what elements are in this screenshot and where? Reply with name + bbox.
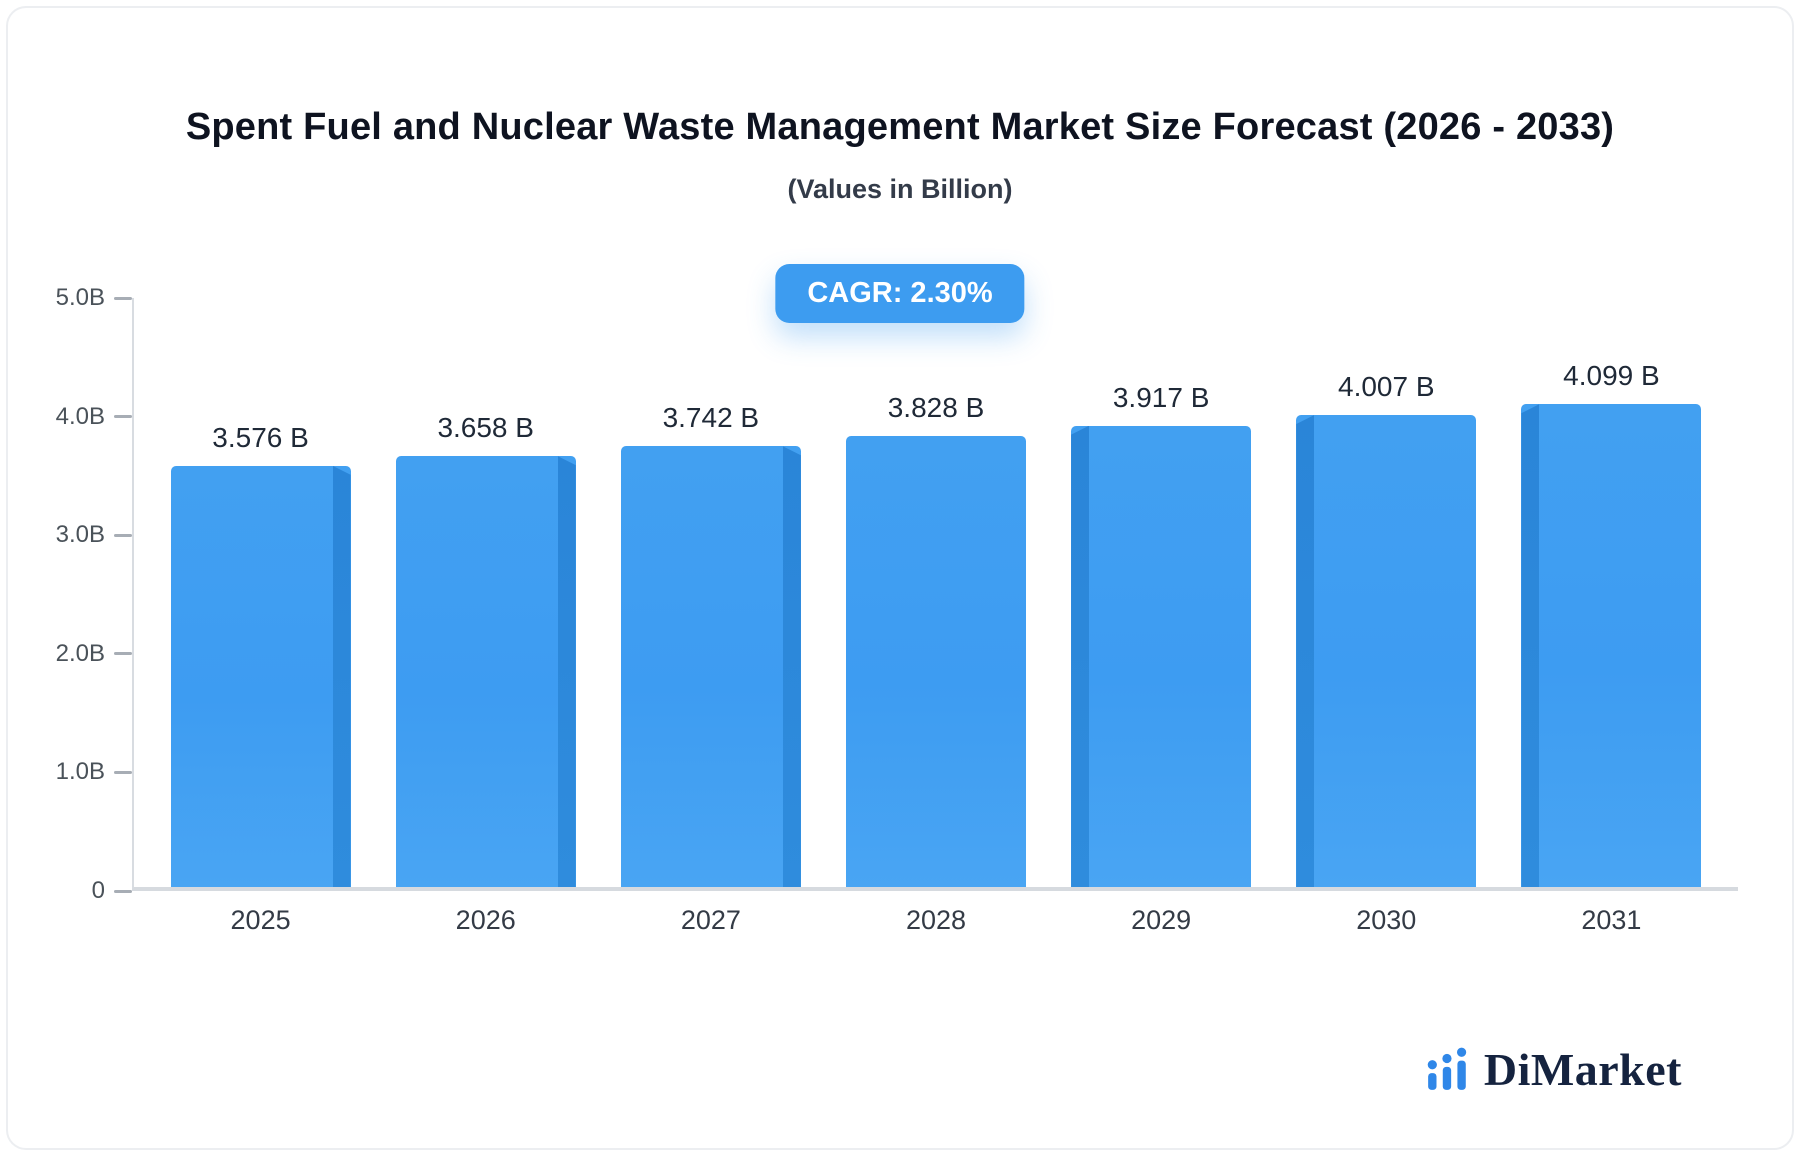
bar-value-label: 3.576 B <box>212 421 309 453</box>
bar-2027: 3.742 B <box>620 402 801 887</box>
bar-value-label: 3.742 B <box>662 402 760 434</box>
y-tick: 3.0B <box>8 521 132 549</box>
chart-subtitle: (Values in Billion) <box>787 174 1013 204</box>
y-tick-label: 0 <box>91 877 105 904</box>
bar-group-2027: 3.742 B 2027 <box>598 298 823 935</box>
y-tick: 0 <box>8 877 132 905</box>
x-axis-label: 2028 <box>905 905 967 935</box>
y-axis: 5.0B 4.0B 3.0B 2.0B 1.0B 0 <box>8 284 132 904</box>
bar-group-2031: 4.099 B 2031 <box>1499 298 1724 935</box>
bar-2029: 3.917 B <box>1071 382 1252 887</box>
y-tick: 1.0B <box>8 758 132 786</box>
bar-value-label: 3.828 B <box>887 392 985 424</box>
x-axis-label: 2031 <box>1581 905 1642 935</box>
plot-area: 3.576 B 2025 3.658 B 2026 3.742 B 2027 3.828 B… <box>132 298 1738 935</box>
bar-value-label: 3.658 B <box>437 412 534 444</box>
bar-2028: 3.828 B <box>845 392 1026 887</box>
bar-group-2025: 3.576 B 2025 <box>148 298 373 935</box>
x-axis-label: 2026 <box>455 905 516 935</box>
y-tick-label: 2.0B <box>55 639 105 667</box>
bar-chart-dots-icon <box>1427 1047 1467 1090</box>
bar-group-2028: 3.828 B 2028 <box>823 298 1048 935</box>
bar-value-label: 4.007 B <box>1338 370 1435 402</box>
y-tick-dash <box>114 770 132 774</box>
bar-value-label: 4.099 B <box>1563 360 1660 392</box>
chart-card: Spent Fuel and Nuclear Waste Management … <box>6 6 1794 1150</box>
bar-2031: 4.099 B <box>1521 360 1702 887</box>
bar-2030: 4.007 B <box>1296 371 1477 887</box>
y-tick-label: 1.0B <box>55 758 105 786</box>
x-axis-label: 2027 <box>680 905 741 935</box>
bar-value-label: 3.917 B <box>1112 381 1210 413</box>
y-tick-dash <box>114 415 132 419</box>
y-tick: 4.0B <box>8 403 132 431</box>
bar-2026: 3.658 B <box>395 412 576 887</box>
bar-group-2026: 3.658 B 2026 <box>373 298 598 935</box>
y-tick: 5.0B <box>8 284 132 312</box>
y-tick-label: 3.0B <box>55 521 105 549</box>
y-tick-dash <box>114 533 132 537</box>
y-tick: 2.0B <box>8 640 132 668</box>
y-tick-dash <box>114 296 132 300</box>
y-tick-label: 4.0B <box>55 402 105 430</box>
x-axis-label: 2029 <box>1131 905 1192 935</box>
bar-2025: 3.576 B <box>170 422 351 887</box>
bar-group-2030: 4.007 B 2030 <box>1274 298 1499 935</box>
dimarket-logo: DiMarket <box>1425 1043 1682 1096</box>
y-tick-label: 5.0B <box>55 284 105 311</box>
y-tick-dash <box>114 652 132 656</box>
bar-group-2029: 3.917 B 2029 <box>1049 298 1274 935</box>
y-tick-dash <box>114 889 132 893</box>
chart-title: Spent Fuel and Nuclear Waste Management … <box>185 106 1615 148</box>
x-axis-label: 2030 <box>1356 905 1417 935</box>
cagr-badge: CAGR: 2.30% <box>775 264 1025 323</box>
x-axis-label: 2025 <box>230 905 291 935</box>
logo-text: DiMarket <box>1483 1044 1682 1095</box>
